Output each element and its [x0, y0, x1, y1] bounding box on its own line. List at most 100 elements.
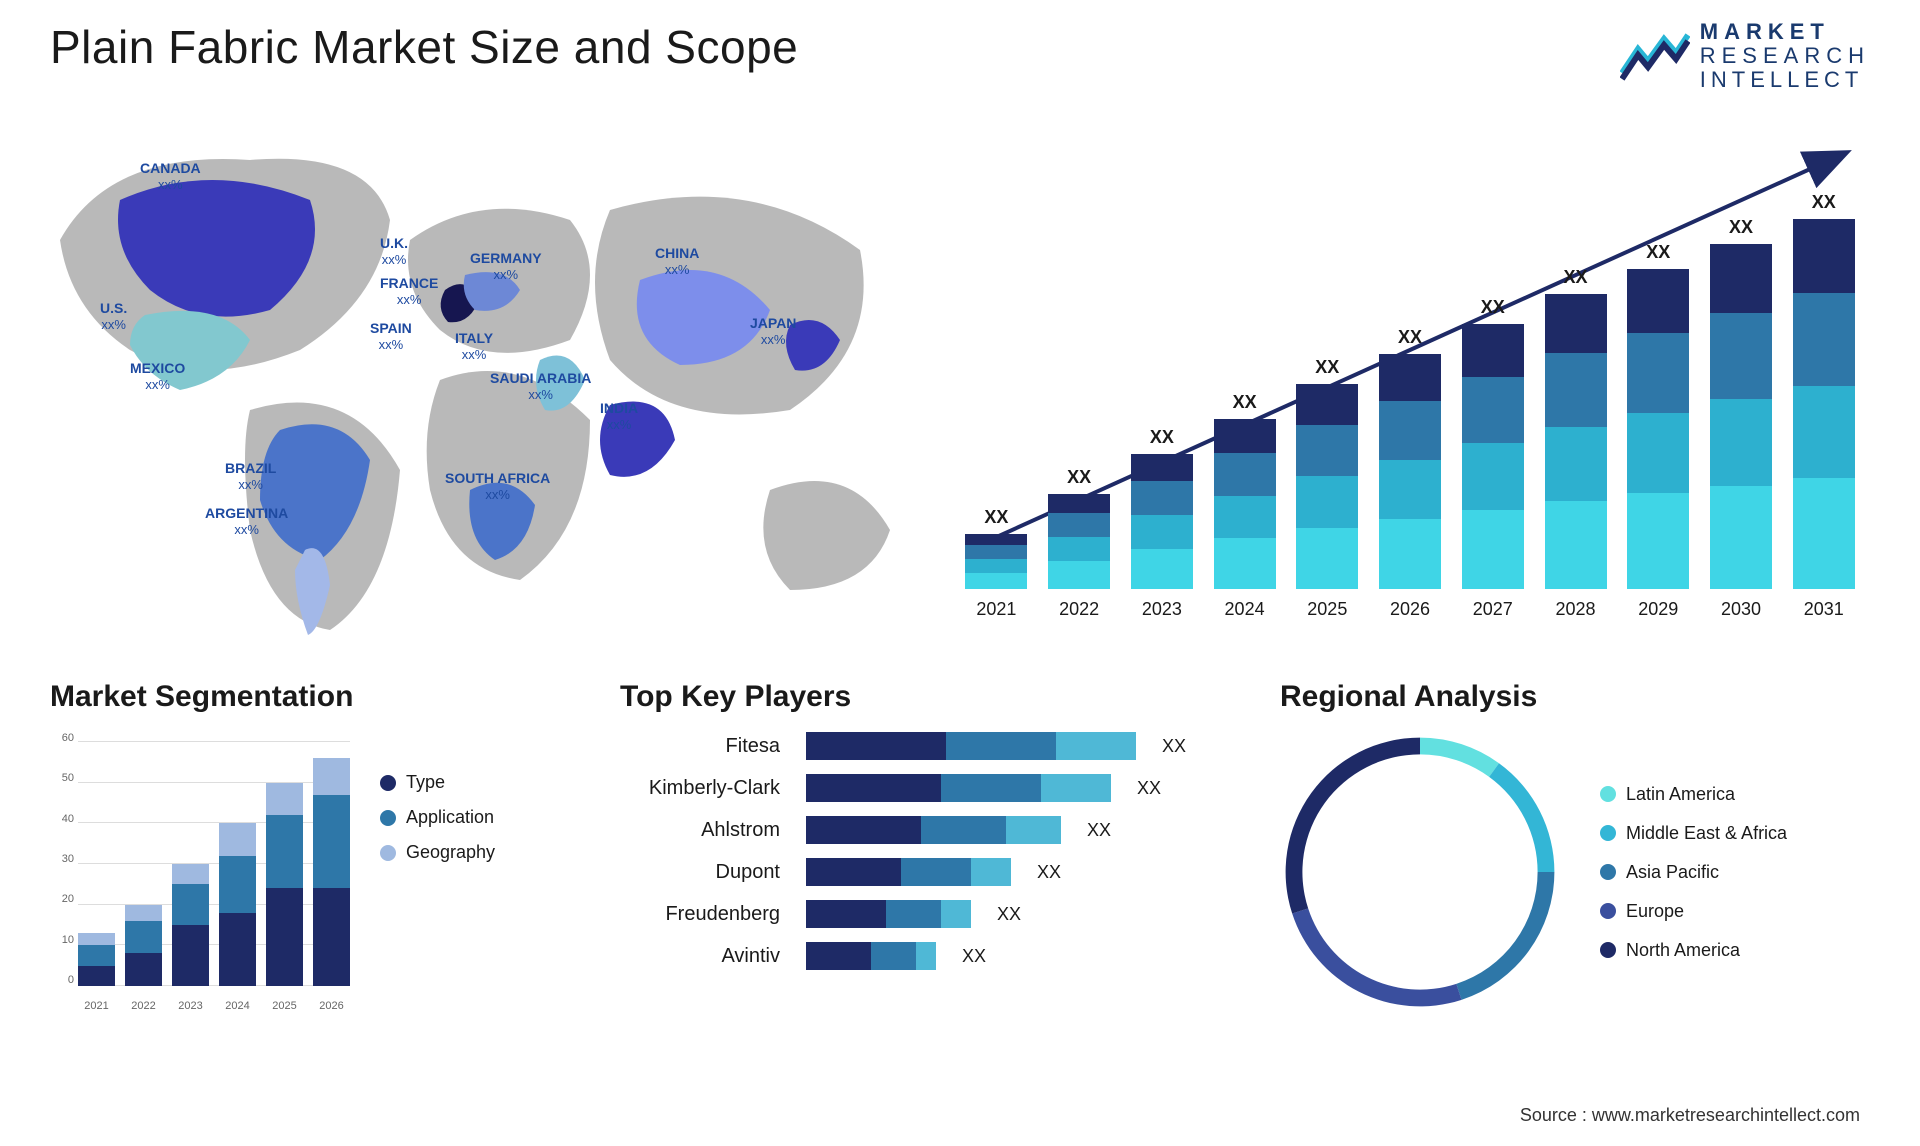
growth-column: XX 2021 — [960, 507, 1033, 620]
source-attribution: Source : www.marketresearchintellect.com — [1520, 1105, 1860, 1126]
regional-legend: Latin America Middle East & Africa Asia Pa… — [1600, 784, 1787, 961]
bar-value-label: XX — [1646, 242, 1670, 263]
year-axis-label: 2027 — [1473, 599, 1513, 620]
player-value: XX — [1087, 820, 1111, 841]
player-value: XX — [1037, 862, 1061, 883]
player-name: Fitesa — [620, 735, 790, 758]
growth-column: XX 2030 — [1705, 217, 1778, 620]
legend-item: Latin America — [1600, 784, 1787, 805]
segmentation-column — [313, 758, 350, 986]
segmentation-column — [125, 905, 162, 986]
country-label: SPAINxx% — [370, 320, 412, 352]
player-value: XX — [997, 904, 1021, 925]
brand-logo: MARKET RESEARCH INTELLECT — [1620, 20, 1870, 93]
country-label: CANADAxx% — [140, 160, 201, 192]
donut-slice — [1456, 872, 1554, 1000]
regional-donut-chart — [1280, 732, 1560, 1012]
regional-title: Regional Analysis — [1280, 680, 1880, 714]
logo-line2: RESEARCH — [1700, 44, 1870, 68]
player-row: Freudenberg XX — [620, 900, 1240, 928]
legend-item: Geography — [380, 842, 495, 863]
country-label: GERMANYxx% — [470, 250, 542, 282]
bar-value-label: XX — [1812, 192, 1836, 213]
year-axis-label: 2023 — [1142, 599, 1182, 620]
year-axis-label: 2026 — [1390, 599, 1430, 620]
year-axis-label: 2031 — [1804, 599, 1844, 620]
world-map: CANADAxx% U.S.xx% MEXICOxx% BRAZILxx% ARGENT… — [50, 130, 920, 650]
player-row: Ahlstrom XX — [620, 816, 1240, 844]
logo-line1: MARKET — [1700, 20, 1870, 44]
legend-item: Middle East & Africa — [1600, 823, 1787, 844]
logo-mark-icon — [1620, 31, 1690, 81]
bar-value-label: XX — [1067, 467, 1091, 488]
year-axis-label: 2025 — [1307, 599, 1347, 620]
growth-column: XX 2029 — [1622, 242, 1695, 620]
player-name: Avintiv — [620, 945, 790, 968]
country-label: CHINAxx% — [655, 245, 699, 277]
growth-column: XX 2023 — [1125, 427, 1198, 620]
donut-slice — [1420, 738, 1499, 777]
country-label: SAUDI ARABIAxx% — [490, 370, 591, 402]
donut-slice — [1286, 738, 1420, 914]
regional-section: Regional Analysis Latin America Middle Ea… — [1280, 680, 1880, 1012]
donut-slice — [1489, 763, 1554, 872]
bar-value-label: XX — [1150, 427, 1174, 448]
country-label: U.K.xx% — [380, 235, 408, 267]
country-label: FRANCExx% — [380, 275, 438, 307]
segmentation-column — [219, 823, 256, 986]
player-row: Fitesa XX — [620, 732, 1240, 760]
growth-column: XX 2031 — [1787, 192, 1860, 620]
bar-value-label: XX — [1398, 327, 1422, 348]
year-axis-label: 2021 — [976, 599, 1016, 620]
country-label: MEXICOxx% — [130, 360, 185, 392]
year-axis-label: 2024 — [1225, 599, 1265, 620]
segmentation-chart: 0102030405060 202120222023202420252026 — [50, 732, 350, 1012]
growth-column: XX 2026 — [1374, 327, 1447, 620]
growth-column: XX 2024 — [1208, 392, 1281, 620]
year-axis-label: 2022 — [1059, 599, 1099, 620]
segmentation-column — [266, 783, 303, 986]
player-row: Kimberly-ClarkXX — [620, 774, 1240, 802]
segmentation-legend: Type Application Geography — [380, 772, 495, 863]
donut-slice — [1292, 908, 1461, 1006]
player-value: XX — [1162, 736, 1186, 757]
legend-item: North America — [1600, 940, 1787, 961]
year-axis-label: 2028 — [1555, 599, 1595, 620]
bar-value-label: XX — [1564, 267, 1588, 288]
bar-value-label: XX — [1315, 357, 1339, 378]
growth-column: XX 2028 — [1539, 267, 1612, 620]
growth-column: XX 2027 — [1456, 297, 1529, 620]
segmentation-title: Market Segmentation — [50, 680, 590, 714]
legend-item: Type — [380, 772, 495, 793]
legend-item: Application — [380, 807, 495, 828]
player-name: Freudenberg — [620, 903, 790, 926]
bar-value-label: XX — [1729, 217, 1753, 238]
country-label: INDIAxx% — [600, 400, 638, 432]
player-row: Avintiv XX — [620, 942, 1240, 970]
player-row: Dupont XX — [620, 858, 1240, 886]
growth-column: XX 2025 — [1291, 357, 1364, 620]
page-title: Plain Fabric Market Size and Scope — [50, 20, 798, 74]
year-axis-label: 2029 — [1638, 599, 1678, 620]
bar-value-label: XX — [1481, 297, 1505, 318]
growth-column: XX 2022 — [1043, 467, 1116, 620]
country-label: ITALYxx% — [455, 330, 493, 362]
country-label: BRAZILxx% — [225, 460, 276, 492]
segmentation-section: Market Segmentation 0102030405060 202120… — [50, 680, 590, 1012]
bar-value-label: XX — [1233, 392, 1257, 413]
year-axis-label: 2030 — [1721, 599, 1761, 620]
country-label: ARGENTINAxx% — [205, 505, 288, 537]
country-label: U.S.xx% — [100, 300, 127, 332]
legend-item: Asia Pacific — [1600, 862, 1787, 883]
legend-item: Europe — [1600, 901, 1787, 922]
player-name: Kimberly-Clark — [620, 777, 790, 800]
player-name: Ahlstrom — [620, 819, 790, 842]
player-name: Dupont — [620, 861, 790, 884]
country-label: SOUTH AFRICAxx% — [445, 470, 550, 502]
bar-value-label: XX — [984, 507, 1008, 528]
growth-chart: XX 2021 XX 2022 XX 2023 XX 2024 XX 2025 XX 2026 XX 20… — [960, 140, 1860, 620]
country-label: JAPANxx% — [750, 315, 796, 347]
segmentation-column — [172, 864, 209, 986]
segmentation-column — [78, 933, 115, 986]
player-value: XX — [962, 946, 986, 967]
